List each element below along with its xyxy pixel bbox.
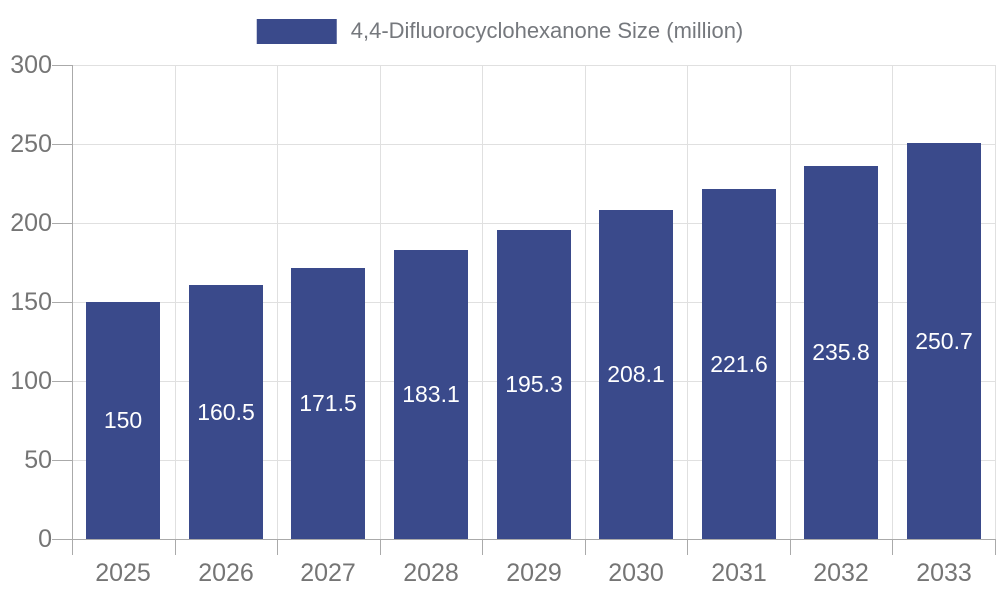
x-gridline — [892, 65, 893, 539]
bar[interactable]: 195.3 — [497, 230, 571, 539]
x-axis-tick — [175, 539, 176, 555]
x-gridline — [175, 65, 176, 539]
x-gridline — [277, 65, 278, 539]
legend[interactable]: 4,4-Difluorocyclohexanone Size (million) — [256, 18, 744, 44]
y-axis-line — [72, 65, 73, 539]
bar-value-label: 195.3 — [505, 371, 563, 397]
x-gridline — [995, 65, 996, 539]
y-axis-tick-label: 250 — [10, 130, 52, 158]
bar[interactable]: 183.1 — [394, 250, 468, 539]
y-gridline — [72, 223, 995, 224]
bar[interactable]: 208.1 — [599, 210, 673, 539]
y-axis-tick — [52, 223, 72, 224]
x-axis-tick-label: 2031 — [711, 559, 767, 587]
y-axis-tick-label: 300 — [10, 51, 52, 79]
bar-value-label: 235.8 — [812, 339, 870, 365]
y-axis-tick — [52, 302, 72, 303]
bar[interactable]: 150 — [86, 302, 160, 539]
legend-label: 4,4-Difluorocyclohexanone Size (million) — [350, 18, 744, 43]
x-axis-tick — [277, 539, 278, 555]
x-axis-tick — [687, 539, 688, 555]
x-axis-tick-label: 2033 — [916, 559, 972, 587]
y-gridline — [72, 65, 995, 66]
x-axis-tick — [995, 539, 996, 555]
x-axis-tick — [380, 539, 381, 555]
y-axis-tick — [52, 144, 72, 145]
y-axis-tick-label: 100 — [10, 367, 52, 395]
bar[interactable]: 250.7 — [907, 143, 981, 539]
x-axis-tick — [585, 539, 586, 555]
x-gridline — [380, 65, 381, 539]
bar[interactable]: 235.8 — [804, 166, 878, 539]
x-axis-tick — [892, 539, 893, 555]
y-axis-tick-label: 200 — [10, 209, 52, 237]
y-axis-tick — [52, 539, 72, 540]
bar-value-label: 171.5 — [299, 390, 357, 416]
x-gridline — [482, 65, 483, 539]
y-axis-tick-label: 50 — [24, 446, 52, 474]
bar-value-label: 221.6 — [710, 350, 768, 377]
x-axis-tick-label: 2028 — [403, 559, 459, 587]
x-axis-line — [72, 539, 995, 540]
x-gridline — [687, 65, 688, 539]
x-axis-tick — [72, 539, 73, 555]
legend-swatch — [256, 18, 337, 44]
x-axis-tick-label: 2029 — [506, 559, 562, 587]
bar-value-label: 183.1 — [402, 381, 460, 407]
x-axis-tick-label: 2027 — [300, 559, 356, 587]
bar-value-label: 160.5 — [197, 398, 255, 425]
x-axis-tick-label: 2026 — [198, 559, 254, 587]
x-axis-tick-label: 2025 — [95, 559, 151, 587]
x-gridline — [790, 65, 791, 539]
x-axis-tick — [482, 539, 483, 555]
y-axis-tick-label: 0 — [38, 525, 52, 553]
y-axis-tick — [52, 460, 72, 461]
x-axis-tick-label: 2032 — [813, 559, 869, 587]
x-axis-tick-label: 2030 — [608, 559, 664, 587]
y-gridline — [72, 144, 995, 145]
y-axis-tick-label: 150 — [10, 288, 52, 316]
bar[interactable]: 221.6 — [702, 189, 776, 539]
bar[interactable]: 160.5 — [189, 285, 263, 539]
x-axis-tick — [790, 539, 791, 555]
bar-value-label: 150 — [103, 407, 143, 433]
bar-value-label: 208.1 — [607, 361, 665, 387]
bar[interactable]: 171.5 — [291, 268, 365, 539]
bar-value-label: 250.7 — [915, 327, 973, 354]
y-axis-tick — [52, 381, 72, 382]
x-gridline — [585, 65, 586, 539]
y-axis-tick — [52, 65, 72, 66]
